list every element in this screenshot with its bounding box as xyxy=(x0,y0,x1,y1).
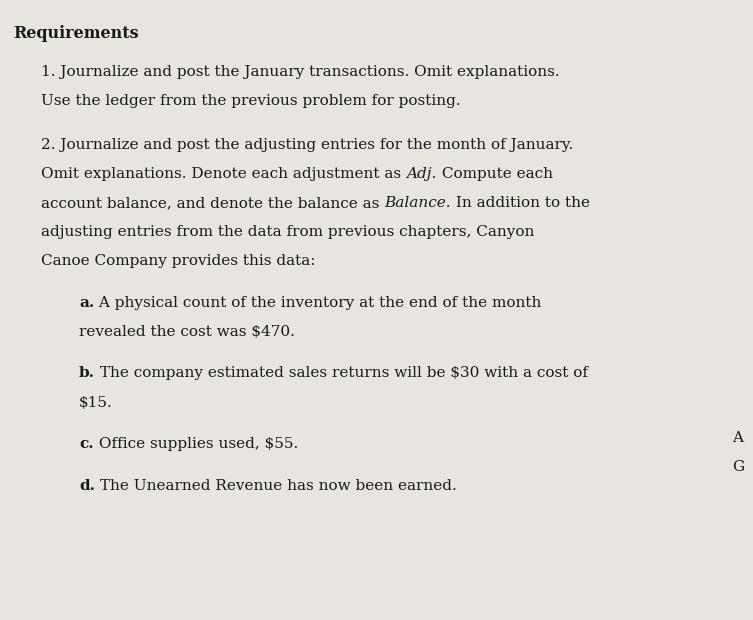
Text: Use the ledger from the previous problem for posting.: Use the ledger from the previous problem… xyxy=(41,94,461,108)
Text: A: A xyxy=(732,431,743,445)
Text: d.: d. xyxy=(79,479,95,493)
Text: Balance.: Balance. xyxy=(385,196,451,210)
Text: Canoe Company provides this data:: Canoe Company provides this data: xyxy=(41,254,316,268)
Text: adjusting entries from the data from previous chapters, Canyon: adjusting entries from the data from pre… xyxy=(41,225,535,239)
Text: 2. Journalize and post the adjusting entries for the month of January.: 2. Journalize and post the adjusting ent… xyxy=(41,138,574,152)
Text: Compute each: Compute each xyxy=(437,167,553,181)
Text: account balance, and denote the balance as: account balance, and denote the balance … xyxy=(41,196,385,210)
Text: 1. Journalize and post the January transactions. Omit explanations.: 1. Journalize and post the January trans… xyxy=(41,65,560,79)
Text: In addition to the: In addition to the xyxy=(451,196,590,210)
Text: The Unearned Revenue has now been earned.: The Unearned Revenue has now been earned… xyxy=(95,479,457,493)
Text: c.: c. xyxy=(79,437,93,451)
Text: Adj.: Adj. xyxy=(407,167,437,181)
Text: a.: a. xyxy=(79,296,94,310)
Text: $15.: $15. xyxy=(79,396,113,410)
Text: G: G xyxy=(732,460,744,474)
Text: The company estimated sales returns will be $30 with a cost of: The company estimated sales returns will… xyxy=(95,366,588,381)
Text: Omit explanations. Denote each adjustment as: Omit explanations. Denote each adjustmen… xyxy=(41,167,407,181)
Text: b.: b. xyxy=(79,366,95,381)
Text: Office supplies used, $55.: Office supplies used, $55. xyxy=(93,437,298,451)
Text: A physical count of the inventory at the end of the month: A physical count of the inventory at the… xyxy=(94,296,541,310)
Text: revealed the cost was $470.: revealed the cost was $470. xyxy=(79,325,295,339)
Text: Requirements: Requirements xyxy=(14,25,139,42)
